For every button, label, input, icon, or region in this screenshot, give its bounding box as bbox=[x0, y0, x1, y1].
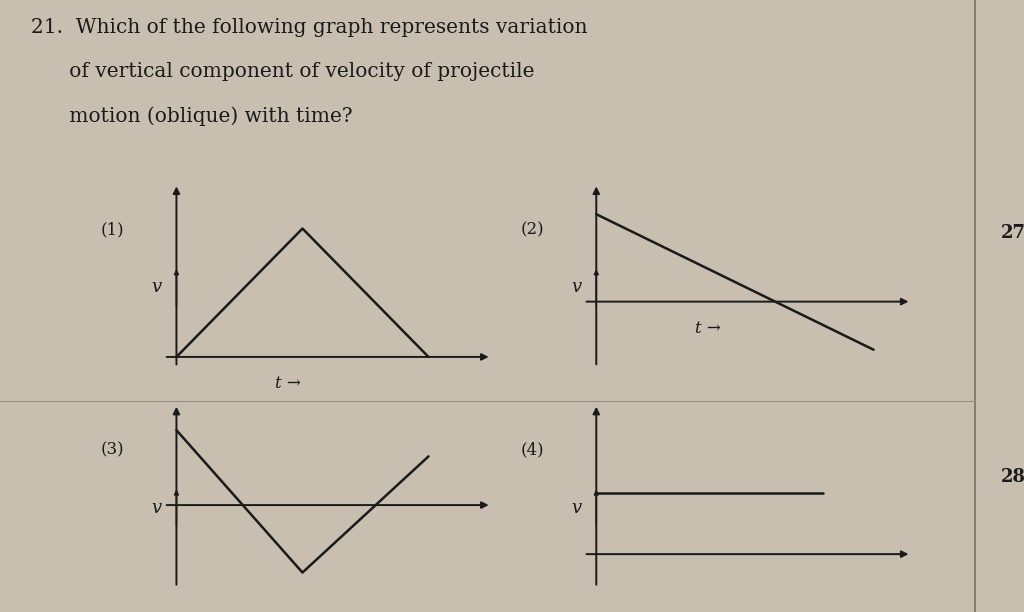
Text: v: v bbox=[152, 278, 162, 296]
Text: (3): (3) bbox=[101, 441, 125, 458]
Text: of vertical component of velocity of projectile: of vertical component of velocity of pro… bbox=[31, 62, 535, 81]
Text: 27: 27 bbox=[1000, 223, 1024, 242]
Text: motion (oblique) with time?: motion (oblique) with time? bbox=[31, 106, 352, 126]
Text: 21.  Which of the following graph represents variation: 21. Which of the following graph represe… bbox=[31, 18, 587, 37]
Text: 28: 28 bbox=[1000, 468, 1024, 487]
Text: t →: t → bbox=[275, 375, 301, 392]
Text: (2): (2) bbox=[521, 221, 545, 238]
Text: v: v bbox=[571, 278, 582, 296]
Text: v: v bbox=[571, 499, 582, 517]
Text: (4): (4) bbox=[521, 441, 545, 458]
Text: t →: t → bbox=[695, 320, 721, 337]
Text: (1): (1) bbox=[101, 221, 125, 238]
Text: v: v bbox=[152, 499, 162, 517]
